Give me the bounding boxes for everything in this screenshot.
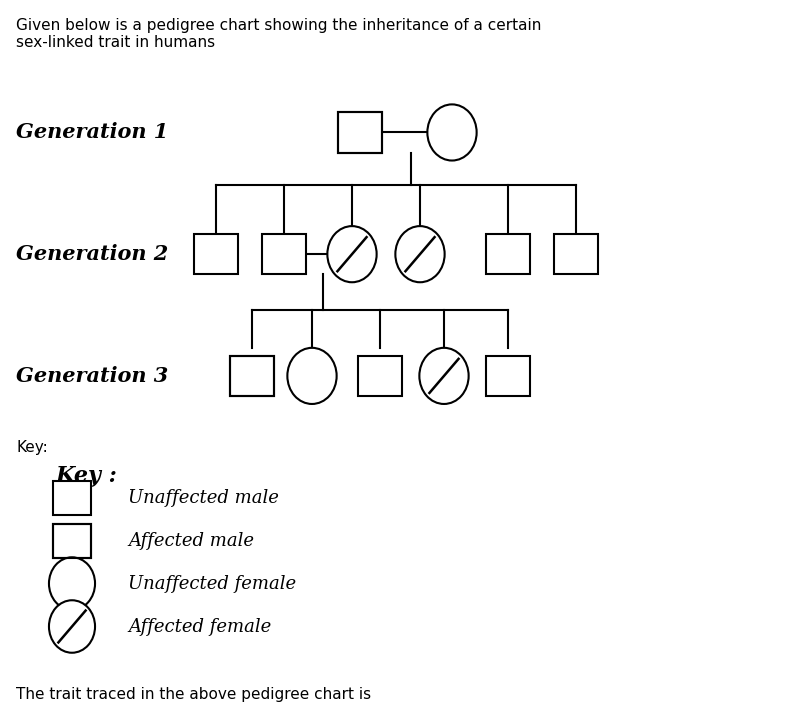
Bar xyxy=(486,234,530,274)
Ellipse shape xyxy=(419,348,469,404)
Bar xyxy=(230,356,274,396)
Text: Given below is a pedigree chart showing the inheritance of a certain
sex-linked : Given below is a pedigree chart showing … xyxy=(16,18,542,50)
Bar xyxy=(53,523,91,558)
Bar xyxy=(230,356,274,396)
Text: Unaffected female: Unaffected female xyxy=(128,574,296,593)
Text: Generation 2: Generation 2 xyxy=(16,244,168,264)
Bar xyxy=(338,112,382,153)
Bar xyxy=(262,234,306,274)
Text: Key :: Key : xyxy=(56,465,118,487)
Text: Key:: Key: xyxy=(16,440,48,455)
Ellipse shape xyxy=(395,226,445,282)
Bar xyxy=(53,523,91,558)
Ellipse shape xyxy=(49,557,95,610)
Text: Unaffected male: Unaffected male xyxy=(128,488,279,507)
Ellipse shape xyxy=(327,226,377,282)
Text: Generation 1: Generation 1 xyxy=(16,122,168,142)
Text: The trait traced in the above pedigree chart is: The trait traced in the above pedigree c… xyxy=(16,687,371,702)
Ellipse shape xyxy=(427,105,477,160)
Bar xyxy=(53,523,91,558)
Ellipse shape xyxy=(49,600,95,653)
Bar xyxy=(194,234,238,274)
Bar xyxy=(486,356,530,396)
Bar xyxy=(358,356,402,396)
Text: Generation 3: Generation 3 xyxy=(16,366,168,386)
Bar xyxy=(554,234,598,274)
Bar xyxy=(338,112,382,153)
Bar xyxy=(53,480,91,515)
Bar xyxy=(230,356,274,396)
Bar xyxy=(338,112,382,153)
Text: Affected female: Affected female xyxy=(128,617,271,636)
Ellipse shape xyxy=(287,348,337,404)
Text: Affected male: Affected male xyxy=(128,531,254,550)
